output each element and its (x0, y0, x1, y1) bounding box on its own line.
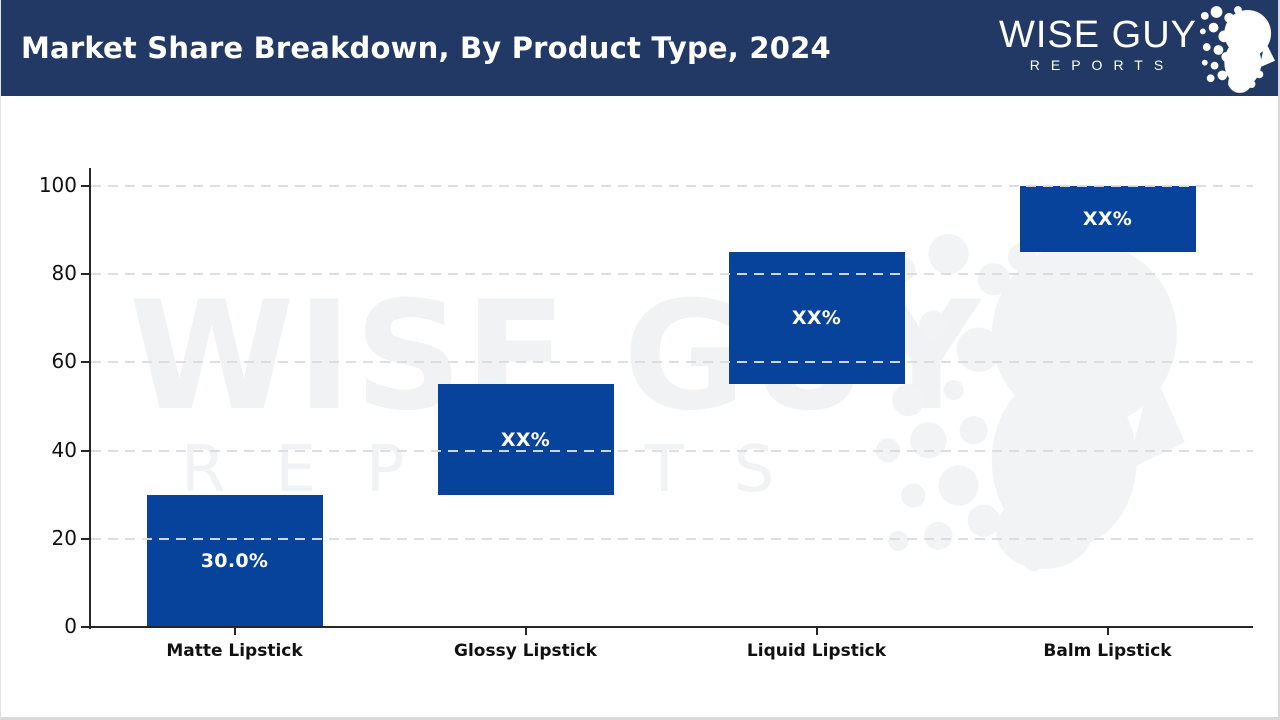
logo-head-icon (1199, 6, 1275, 93)
chart-plot-area: 0 20 40 60 80 100 30.0% Matte Lipstick XX% Glossy… (1, 96, 1278, 717)
brand-logo: WISE GUY REPORTS (998, 14, 1197, 73)
brand-logo-subtitle: REPORTS (1029, 56, 1175, 73)
x-axis-line (89, 626, 1253, 628)
category-label-3: Balm Lipstick (1043, 641, 1172, 661)
bar-value-label: XX% (1082, 208, 1133, 231)
y-tick-label-20: 20 (51, 525, 77, 550)
y-axis-tick-40 (81, 449, 89, 452)
x-axis-tick-1 (524, 627, 527, 635)
gridline-80 (91, 273, 1253, 276)
y-tick-label-80: 80 (51, 261, 77, 286)
x-axis-tick-0 (233, 627, 236, 635)
y-axis-tick-0 (81, 626, 89, 628)
gridline-40 (91, 449, 1253, 452)
page-title: Market Share Breakdown, By Product Type,… (21, 31, 831, 65)
y-axis-tick-20 (81, 537, 89, 540)
x-axis-tick-3 (1106, 627, 1109, 635)
y-tick-label-100: 100 (38, 173, 77, 197)
bar-matte-lipstick: 30.0% (146, 494, 323, 627)
category-label-1: Glossy Lipstick (454, 641, 597, 661)
bar-balm-lipstick: XX% (1019, 186, 1196, 253)
header-band: Market Share Breakdown, By Product Type,… (1, 0, 1278, 96)
brand-logo-name: WISE GUY (998, 14, 1197, 56)
y-axis-tick-60 (81, 361, 89, 364)
category-label-0: Matte Lipstick (166, 641, 303, 661)
bar-value-label: 30.0% (200, 549, 269, 572)
gridline-60 (91, 361, 1253, 364)
bar-glossy-lipstick: XX% (437, 384, 614, 495)
y-axis-tick-80 (81, 273, 89, 276)
y-tick-label-40: 40 (51, 437, 77, 462)
gridline-100 (91, 185, 1253, 187)
category-label-2: Liquid Lipstick (746, 641, 887, 661)
watermark-head-icon (876, 233, 1185, 572)
y-tick-label-0: 0 (64, 614, 77, 638)
bar-liquid-lipstick: XX% (728, 252, 905, 385)
gridline-20 (91, 537, 1253, 540)
x-axis-tick-2 (815, 627, 818, 635)
bar-value-label: XX% (500, 428, 551, 451)
bar-value-label: XX% (791, 307, 842, 330)
y-axis-line (89, 168, 91, 629)
y-tick-label-60: 60 (51, 349, 77, 374)
y-axis-tick-100 (81, 185, 89, 187)
